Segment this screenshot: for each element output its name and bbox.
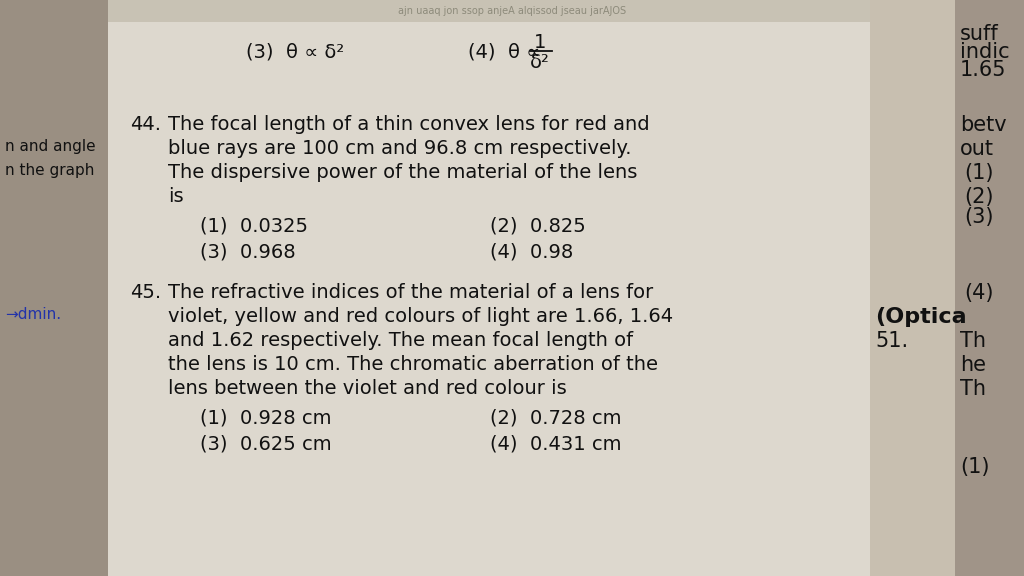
Text: 45.: 45. [130,283,161,302]
Text: (1): (1) [961,457,989,477]
Text: Th: Th [961,379,986,399]
Text: violet, yellow and red colours of light are 1.66, 1.64: violet, yellow and red colours of light … [168,307,673,326]
Text: (1)  0.928 cm: (1) 0.928 cm [200,409,332,428]
Text: (Optica: (Optica [874,307,967,327]
Text: 1.65: 1.65 [961,60,1007,80]
Text: (3)  0.968: (3) 0.968 [200,243,296,262]
Text: Th: Th [961,331,986,351]
Text: ajn uaaq jon ssop anjeA alqissod jseau jarAJOS: ajn uaaq jon ssop anjeA alqissod jseau j… [398,6,626,16]
Text: The focal length of a thin convex lens for red and: The focal length of a thin convex lens f… [168,115,649,134]
Text: (2)  0.728 cm: (2) 0.728 cm [490,409,622,428]
Bar [108,22,870,576]
Text: δ²: δ² [530,54,550,73]
Text: (4)  0.431 cm: (4) 0.431 cm [490,435,622,454]
Text: The dispersive power of the material of the lens: The dispersive power of the material of … [168,163,637,182]
Text: (1): (1) [964,163,993,183]
Text: blue rays are 100 cm and 96.8 cm respectively.: blue rays are 100 cm and 96.8 cm respect… [168,139,632,158]
Text: suff: suff [961,24,998,44]
Text: is: is [168,187,183,206]
Text: (4)  0.98: (4) 0.98 [490,243,573,262]
Text: 51.: 51. [874,331,908,351]
Text: lens between the violet and red colour is: lens between the violet and red colour i… [168,379,566,398]
Bar [108,0,870,22]
Text: the lens is 10 cm. The chromatic aberration of the: the lens is 10 cm. The chromatic aberrat… [168,355,658,374]
Text: out: out [961,139,994,159]
Text: 44.: 44. [130,115,161,134]
Text: 1: 1 [534,33,546,52]
Text: The refractive indices of the material of a lens for: The refractive indices of the material o… [168,283,653,302]
Text: (2): (2) [964,187,993,207]
Text: and 1.62 respectively. The mean focal length of: and 1.62 respectively. The mean focal le… [168,331,633,350]
Text: betv: betv [961,115,1007,135]
Text: →dmin.: →dmin. [5,307,61,322]
Text: (1)  0.0325: (1) 0.0325 [200,217,308,236]
Text: n the graph: n the graph [5,163,94,178]
Text: (3)  0.625 cm: (3) 0.625 cm [200,435,332,454]
Bar [955,0,1024,576]
Bar [870,0,955,576]
Bar [0,0,108,576]
Text: indic: indic [961,42,1010,62]
Text: he: he [961,355,986,375]
Text: (4)  θ ∝: (4) θ ∝ [468,43,540,62]
Text: (3): (3) [964,207,993,227]
Text: n and angle: n and angle [5,139,95,154]
Text: (4): (4) [964,283,993,303]
Text: (3)  θ ∝ δ²: (3) θ ∝ δ² [246,43,344,62]
Text: (2)  0.825: (2) 0.825 [490,217,586,236]
